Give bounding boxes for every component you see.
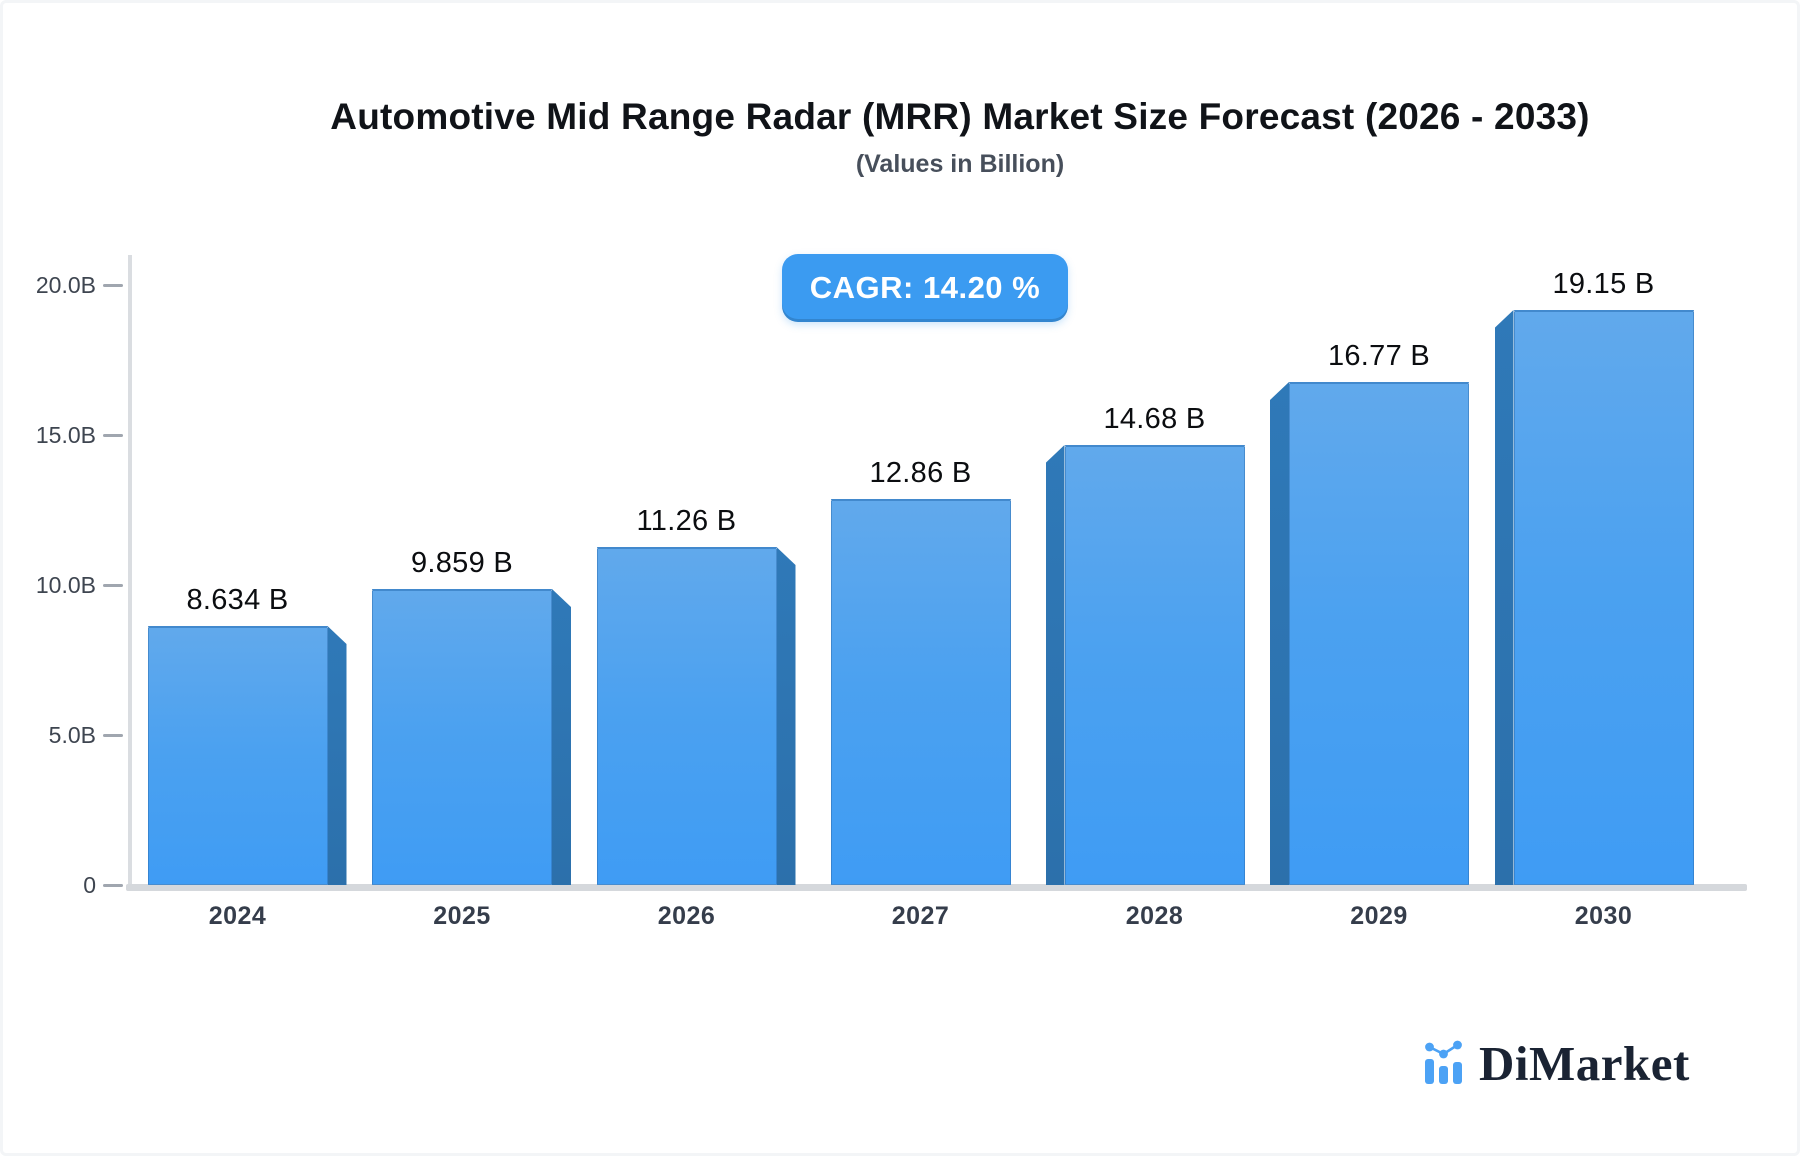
bar-value-label: 14.68 B <box>1103 403 1206 435</box>
y-axis-tick-label: 20.0B <box>35 272 96 298</box>
bar-face <box>1289 382 1469 885</box>
bar-3d-side <box>776 547 796 885</box>
bar-2026 <box>596 547 796 885</box>
bar-value-label: 8.634 B <box>186 584 289 616</box>
bar-value-label: 12.86 B <box>869 457 972 489</box>
bar-value-label: 16.77 B <box>1327 340 1431 372</box>
chart-title: Automotive Mid Range Radar (MRR) Market … <box>330 96 1590 137</box>
bar-2024 <box>147 626 347 885</box>
cagr-badge: CAGR: 14.20 % <box>782 254 1068 322</box>
bar-chart-trend-icon <box>1425 1040 1462 1084</box>
bar-face <box>372 589 552 885</box>
y-axis-tick-label: 15.0B <box>35 422 96 448</box>
bar-face <box>830 499 1011 885</box>
dimarket-logo: DiMarket <box>1424 1038 1690 1089</box>
x-axis-label-2029: 2029 <box>1350 902 1408 930</box>
y-axis-tick-label: 5.0B <box>48 722 96 748</box>
bar-value-label: 19.15 B <box>1552 268 1655 300</box>
y-axis-tick <box>103 433 123 437</box>
bar-face <box>1513 310 1694 885</box>
y-axis-tick-label: 0 <box>83 872 96 898</box>
bar-2028 <box>1045 445 1245 885</box>
x-axis-label-2030: 2030 <box>1574 902 1633 930</box>
bar-face <box>1064 445 1245 885</box>
bar-face <box>596 547 777 885</box>
bar-value-label: 11.26 B <box>636 505 737 537</box>
logo-text: DiMarket <box>1479 1036 1690 1091</box>
x-axis-label-2025: 2025 <box>433 902 491 930</box>
y-axis-tick <box>103 583 123 587</box>
bar-3d-side <box>327 626 347 885</box>
bar-face <box>147 626 328 885</box>
y-axis-line <box>128 255 132 887</box>
x-axis-label-2024: 2024 <box>208 902 267 930</box>
y-axis-tick-label: 10.0B <box>35 572 96 598</box>
x-axis-label-2026: 2026 <box>657 902 716 930</box>
bar-2025 <box>372 589 571 885</box>
bar-3d-side <box>1045 445 1065 885</box>
bar-2027 <box>830 499 1011 885</box>
bar-3d-side <box>1494 310 1514 885</box>
bar-3d-side <box>1270 382 1289 885</box>
y-axis-tick <box>103 733 123 737</box>
bar-value-label: 9.859 B <box>410 547 514 579</box>
bar-2030 <box>1494 310 1694 885</box>
bar-3d-side <box>552 589 571 885</box>
y-axis-tick <box>103 883 123 887</box>
chart-subtitle: (Values in Billion) <box>855 150 1065 178</box>
x-axis-label-2028: 2028 <box>1125 902 1184 930</box>
cagr-badge-label: CAGR: 14.20 % <box>809 270 1041 305</box>
y-axis-tick <box>103 283 123 287</box>
x-axis-baseline <box>126 884 1747 891</box>
x-axis-label-2027: 2027 <box>891 902 950 930</box>
bar-2029 <box>1270 382 1469 885</box>
